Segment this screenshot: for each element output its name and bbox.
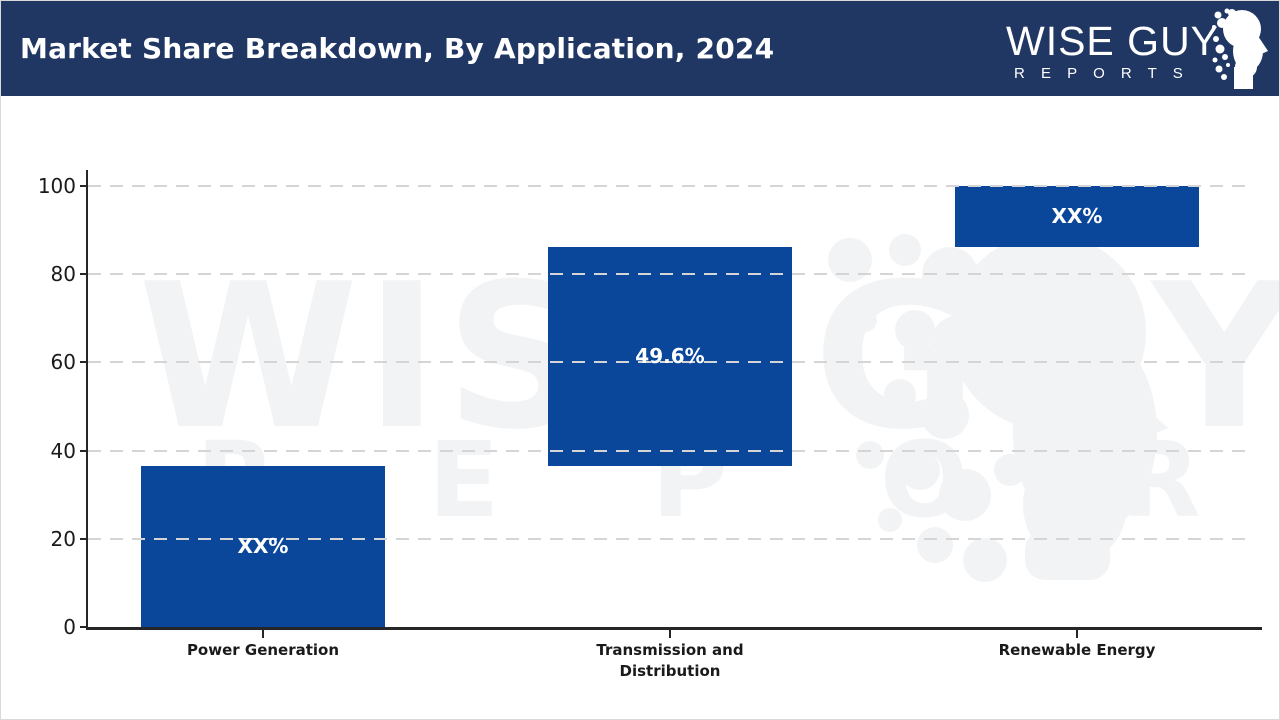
brand-logo-name: WISE GUY bbox=[1006, 18, 1219, 64]
y-tick-label: 100 bbox=[37, 174, 76, 198]
gridline bbox=[88, 273, 1253, 276]
bar-value-label: 49.6% bbox=[635, 344, 705, 369]
dotted-head-profile-icon bbox=[1212, 8, 1268, 89]
y-axis-tick bbox=[80, 185, 88, 187]
x-axis-tick bbox=[669, 630, 671, 638]
y-axis-tick bbox=[80, 449, 88, 452]
gridline bbox=[88, 537, 1253, 540]
y-tick-label: 20 bbox=[50, 526, 76, 551]
y-axis-tick bbox=[80, 273, 88, 276]
bar-value-label: XX% bbox=[237, 534, 289, 559]
x-axis-tick bbox=[262, 630, 264, 638]
x-axis-tick bbox=[1076, 630, 1078, 638]
page-title: Market Share Breakdown, By Application, … bbox=[20, 31, 775, 65]
y-axis-tick bbox=[80, 537, 88, 540]
y-tick-label: 40 bbox=[50, 438, 76, 463]
y-tick-label: 0 bbox=[63, 615, 76, 639]
gridline bbox=[88, 449, 1253, 452]
gridline bbox=[88, 361, 1253, 364]
y-tick-label: 60 bbox=[50, 350, 76, 375]
brand-logo-subname: R E P O R T S bbox=[1014, 65, 1189, 82]
gridline bbox=[88, 185, 1253, 187]
bar-value-label: XX% bbox=[1051, 204, 1103, 229]
y-axis-tick bbox=[80, 626, 88, 628]
y-axis-line bbox=[86, 170, 88, 630]
y-tick-label: 80 bbox=[50, 262, 76, 287]
x-axis-line bbox=[88, 627, 1262, 630]
x-axis-label: Power Generation bbox=[186, 641, 340, 659]
app-header: Market Share Breakdown, By Application, … bbox=[0, 0, 1280, 96]
bar-segment bbox=[548, 246, 792, 466]
y-axis-tick bbox=[80, 361, 88, 364]
bar-segment bbox=[141, 465, 385, 627]
x-axis-label: Transmission and Distribution bbox=[596, 641, 744, 680]
x-axis-label: Renewable Energy bbox=[998, 641, 1156, 659]
brand-logo: WISE GUY R E P O R T S bbox=[1006, 8, 1268, 89]
